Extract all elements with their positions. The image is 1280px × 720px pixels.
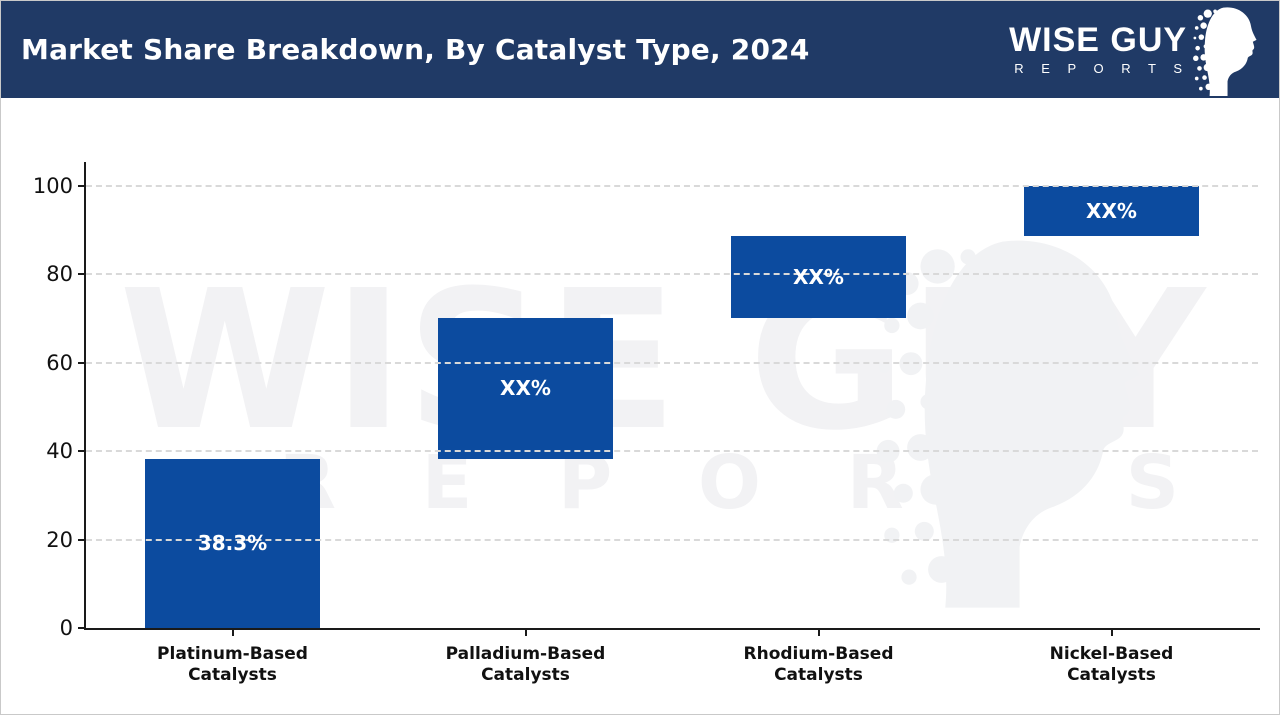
y-axis-tick <box>78 538 86 541</box>
y-axis-tick-label: 0 <box>59 616 73 640</box>
bar-palladium-based-catalysts <box>437 317 614 459</box>
x-axis-tick <box>817 628 820 636</box>
y-axis-tick <box>78 450 86 453</box>
waterfall-chart: WISE GUY R E P O R T S 0 20 40 60 80 100 38.3%… <box>1 98 1280 715</box>
gridline <box>86 450 1258 453</box>
x-axis-tick <box>524 628 527 636</box>
bar-value-label: XX% <box>1086 199 1137 224</box>
watermark-face <box>876 240 1140 608</box>
y-axis-tick <box>78 273 86 276</box>
page-title: Market Share Breakdown, By Catalyst Type… <box>21 33 810 66</box>
y-axis-tick-label: 100 <box>32 174 73 199</box>
y-axis-tick-label: 60 <box>46 350 73 375</box>
gridline <box>86 361 1258 364</box>
header: Market Share Breakdown, By Catalyst Type… <box>1 1 1279 98</box>
wiseguy-logo-text: WISE GUY R E P O R T S <box>1007 23 1189 76</box>
bar-value-label: XX% <box>793 264 844 289</box>
y-axis-tick-label: 40 <box>46 439 73 464</box>
gridline <box>86 273 1258 276</box>
wiseguy-logo: WISE GUY R E P O R T S <box>1007 4 1265 96</box>
bar-value-label: 38.3% <box>197 531 268 556</box>
bar-rhodium-based-catalysts <box>730 236 907 318</box>
bar-nickel-based-catalysts <box>1023 186 1200 237</box>
x-axis-category-label: Nickel-Based Catalysts <box>1049 644 1174 686</box>
gridline <box>86 538 1258 541</box>
bar-value-label: XX% <box>500 376 551 401</box>
gridline <box>86 185 1258 188</box>
y-axis-tick-label: 80 <box>46 262 73 287</box>
y-axis-tick <box>78 185 86 188</box>
bar-platinum-based-catalysts <box>144 458 321 628</box>
x-axis-tick <box>231 628 234 636</box>
y-axis-tick-label: 20 <box>46 527 73 552</box>
x-axis-category-label: Platinum-Based Catalysts <box>157 644 308 686</box>
x-axis-category-label: Palladium-Based Catalysts <box>445 644 606 686</box>
y-axis-tick <box>78 627 86 629</box>
y-axis-spine <box>84 162 86 628</box>
wiseguy-face-icon <box>1193 6 1257 96</box>
logo-reports-line: R E P O R T S <box>1014 61 1189 76</box>
x-axis-category-label: Rhodium-Based Catalysts <box>743 644 894 686</box>
x-axis-tick <box>1110 628 1113 636</box>
x-axis-spine <box>84 628 1260 630</box>
y-axis-tick <box>78 361 86 364</box>
logo-wordmark: WISE GUY <box>1009 21 1188 59</box>
